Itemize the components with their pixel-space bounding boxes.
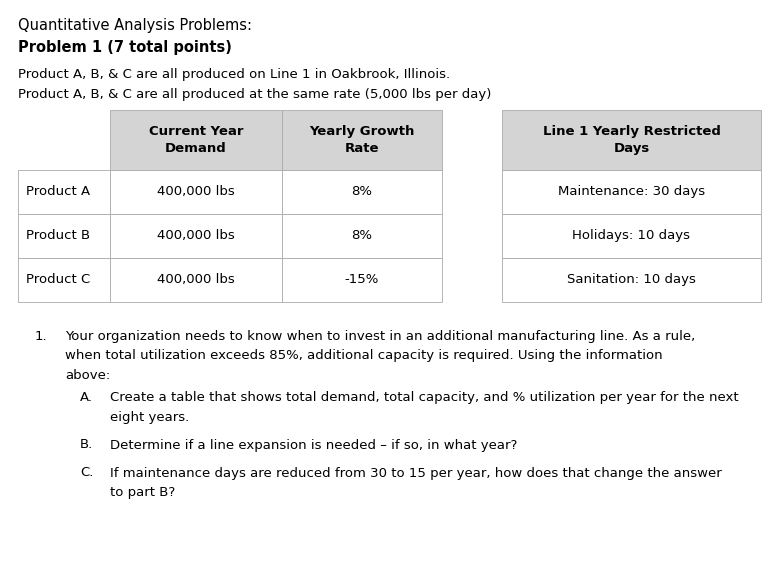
Text: to part B?: to part B? (110, 486, 175, 499)
Text: Holidays: 10 days: Holidays: 10 days (573, 229, 690, 242)
Bar (502, 170, 761, 214)
Bar (110, 170, 282, 214)
Text: Determine if a line expansion is needed – if so, in what year?: Determine if a line expansion is needed … (110, 438, 517, 451)
Text: Product A, B, & C are all produced at the same rate (5,000 lbs per day): Product A, B, & C are all produced at th… (18, 88, 492, 101)
Text: 1.: 1. (35, 330, 48, 343)
Text: A.: A. (80, 391, 93, 404)
Bar (18, 214, 110, 258)
Bar (18, 170, 110, 214)
Text: B.: B. (80, 438, 93, 451)
Text: 400,000 lbs: 400,000 lbs (157, 229, 235, 242)
Bar (502, 214, 761, 258)
Text: 400,000 lbs: 400,000 lbs (157, 185, 235, 198)
Bar (502, 258, 761, 302)
Text: Sanitation: 10 days: Sanitation: 10 days (567, 274, 696, 287)
Text: Product C: Product C (26, 274, 90, 287)
Text: Quantitative Analysis Problems:: Quantitative Analysis Problems: (18, 18, 252, 33)
Text: eight years.: eight years. (110, 410, 189, 424)
Text: Product B: Product B (26, 229, 90, 242)
Bar (282, 258, 442, 302)
Text: -15%: -15% (345, 274, 379, 287)
Text: Product A, B, & C are all produced on Line 1 in Oakbrook, Illinois.: Product A, B, & C are all produced on Li… (18, 68, 450, 81)
Bar (110, 110, 282, 170)
Bar (110, 214, 282, 258)
Bar (282, 110, 442, 170)
Text: Product A: Product A (26, 185, 90, 198)
Text: 8%: 8% (351, 229, 372, 242)
Text: Your organization needs to know when to invest in an additional manufacturing li: Your organization needs to know when to … (65, 330, 695, 343)
Text: Yearly Growth
Rate: Yearly Growth Rate (309, 125, 414, 155)
Bar (110, 258, 282, 302)
Text: Line 1 Yearly Restricted
Days: Line 1 Yearly Restricted Days (542, 125, 721, 155)
Text: when total utilization exceeds 85%, additional capacity is required. Using the i: when total utilization exceeds 85%, addi… (65, 350, 663, 362)
Bar (502, 110, 761, 170)
Bar (282, 214, 442, 258)
Text: Problem 1 (7 total points): Problem 1 (7 total points) (18, 40, 232, 55)
Text: If maintenance days are reduced from 30 to 15 per year, how does that change the: If maintenance days are reduced from 30 … (110, 466, 722, 479)
Text: Create a table that shows total demand, total capacity, and % utilization per ye: Create a table that shows total demand, … (110, 391, 738, 404)
Text: 8%: 8% (351, 185, 372, 198)
Text: 400,000 lbs: 400,000 lbs (157, 274, 235, 287)
Bar (282, 170, 442, 214)
Text: above:: above: (65, 369, 111, 382)
Text: Current Year
Demand: Current Year Demand (149, 125, 243, 155)
Bar (18, 258, 110, 302)
Text: C.: C. (80, 466, 93, 479)
Text: Maintenance: 30 days: Maintenance: 30 days (558, 185, 705, 198)
